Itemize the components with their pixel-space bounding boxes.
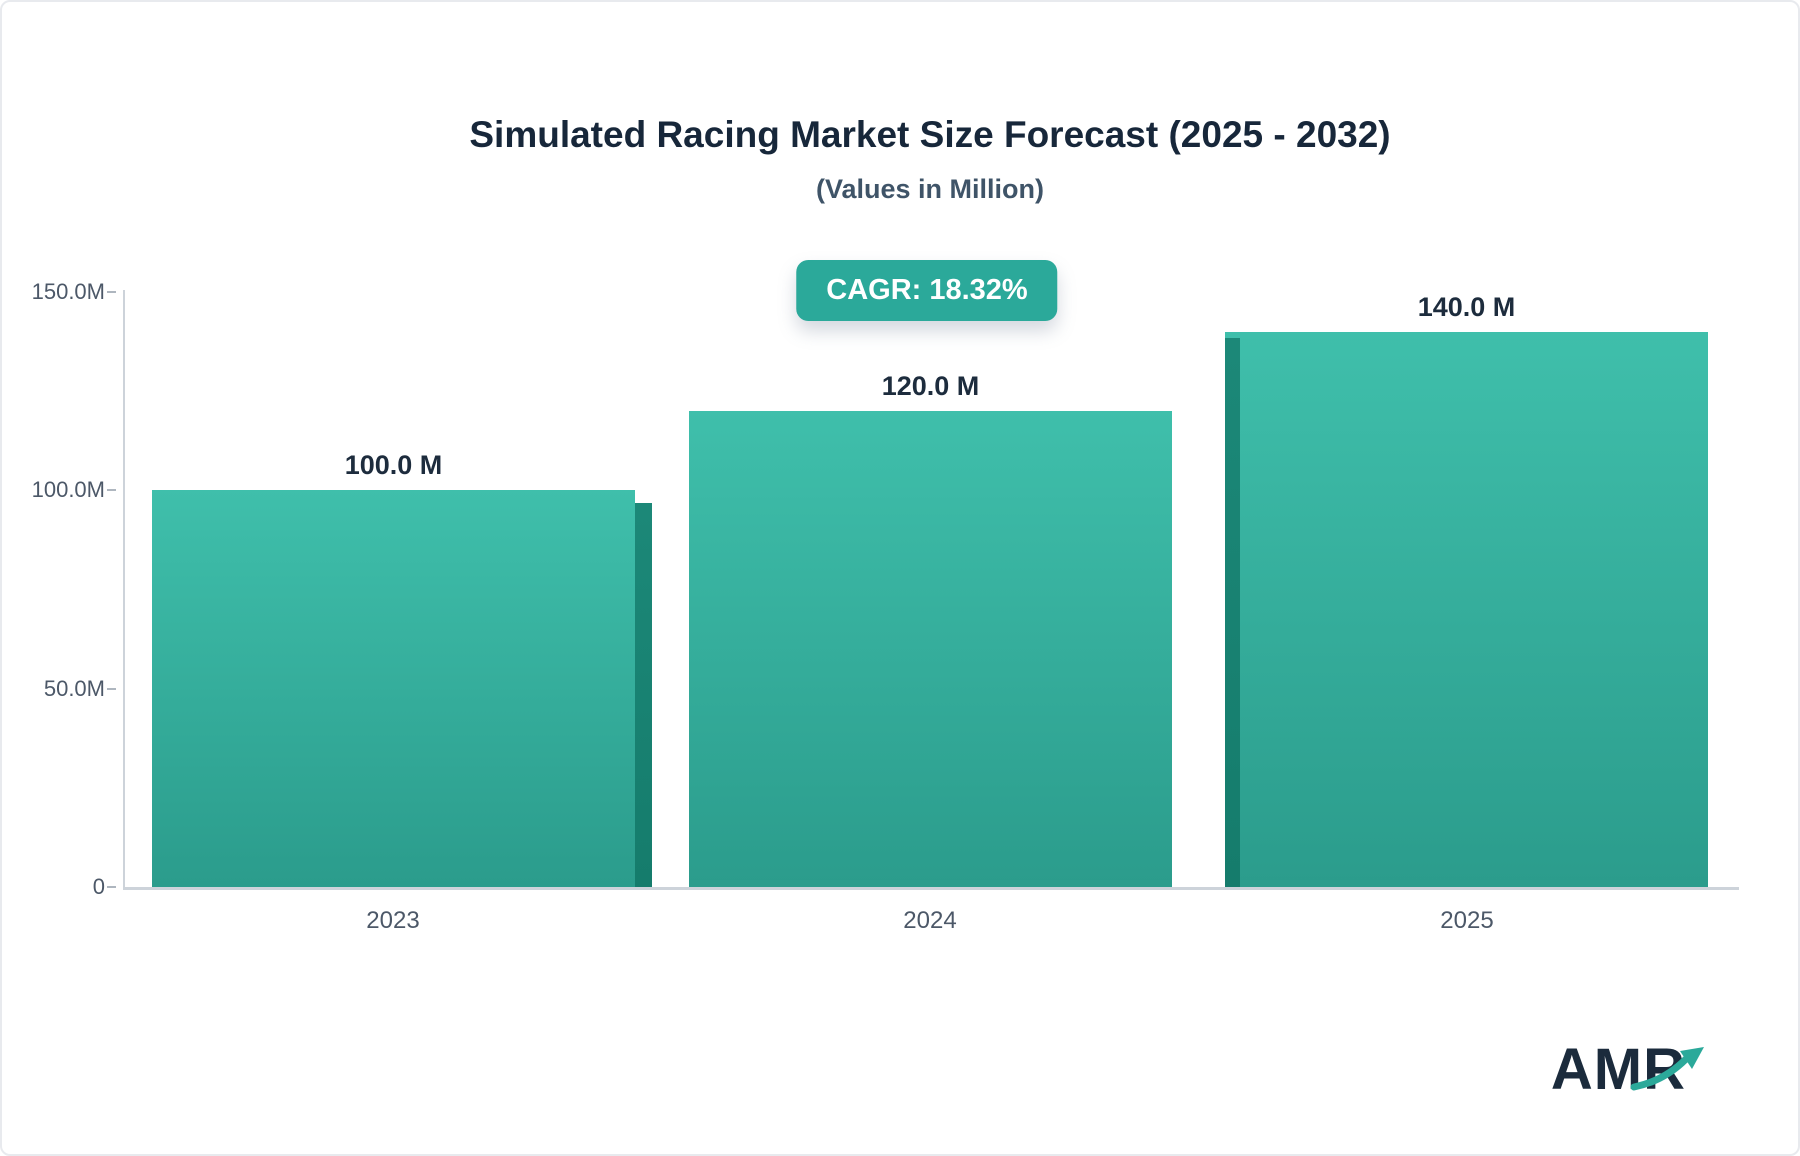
x-axis-label-2023: 2023 [366,907,420,934]
y-axis-tick [107,291,116,293]
y-axis-tick [107,886,116,888]
x-axis-label-2024: 2024 [903,907,957,934]
bar-2024: 120.0 M [689,371,1172,887]
y-axis-label: 50.0M [43,676,105,701]
growth-arrow-icon [1630,1047,1704,1091]
bar-side-face [1225,338,1240,887]
chart-subtitle: (Values in Million) [815,174,1045,204]
amr-logo-text: AMR [1550,1037,1686,1102]
plot-area: 100.0 M 120.0 M 140.0 M [125,292,1735,887]
bar-value-label: 140.0 M [1417,292,1516,322]
bar-side-face [635,503,652,887]
cagr-badge: CAGR: 18.32% [796,260,1058,321]
bar-2023: 100.0 M [152,450,652,887]
bar-value-label: 100.0 M [344,450,443,480]
bar-2025: 140.0 M [1225,292,1708,887]
x-axis-line [123,887,1739,890]
y-axis-tick [107,688,116,690]
y-axis-label: 0 [92,874,105,899]
amr-logo: AMR [1551,1041,1704,1099]
x-axis-label-2025: 2025 [1440,907,1494,934]
y-axis-tick [107,489,116,491]
y-axis-line [123,290,125,890]
y-axis-label: 100.0M [31,477,105,502]
y-axis-label: 150.0M [31,279,105,304]
chart-title: Simulated Racing Market Size Forecast (2… [469,114,1391,155]
bar-value-label: 120.0 M [881,371,980,401]
